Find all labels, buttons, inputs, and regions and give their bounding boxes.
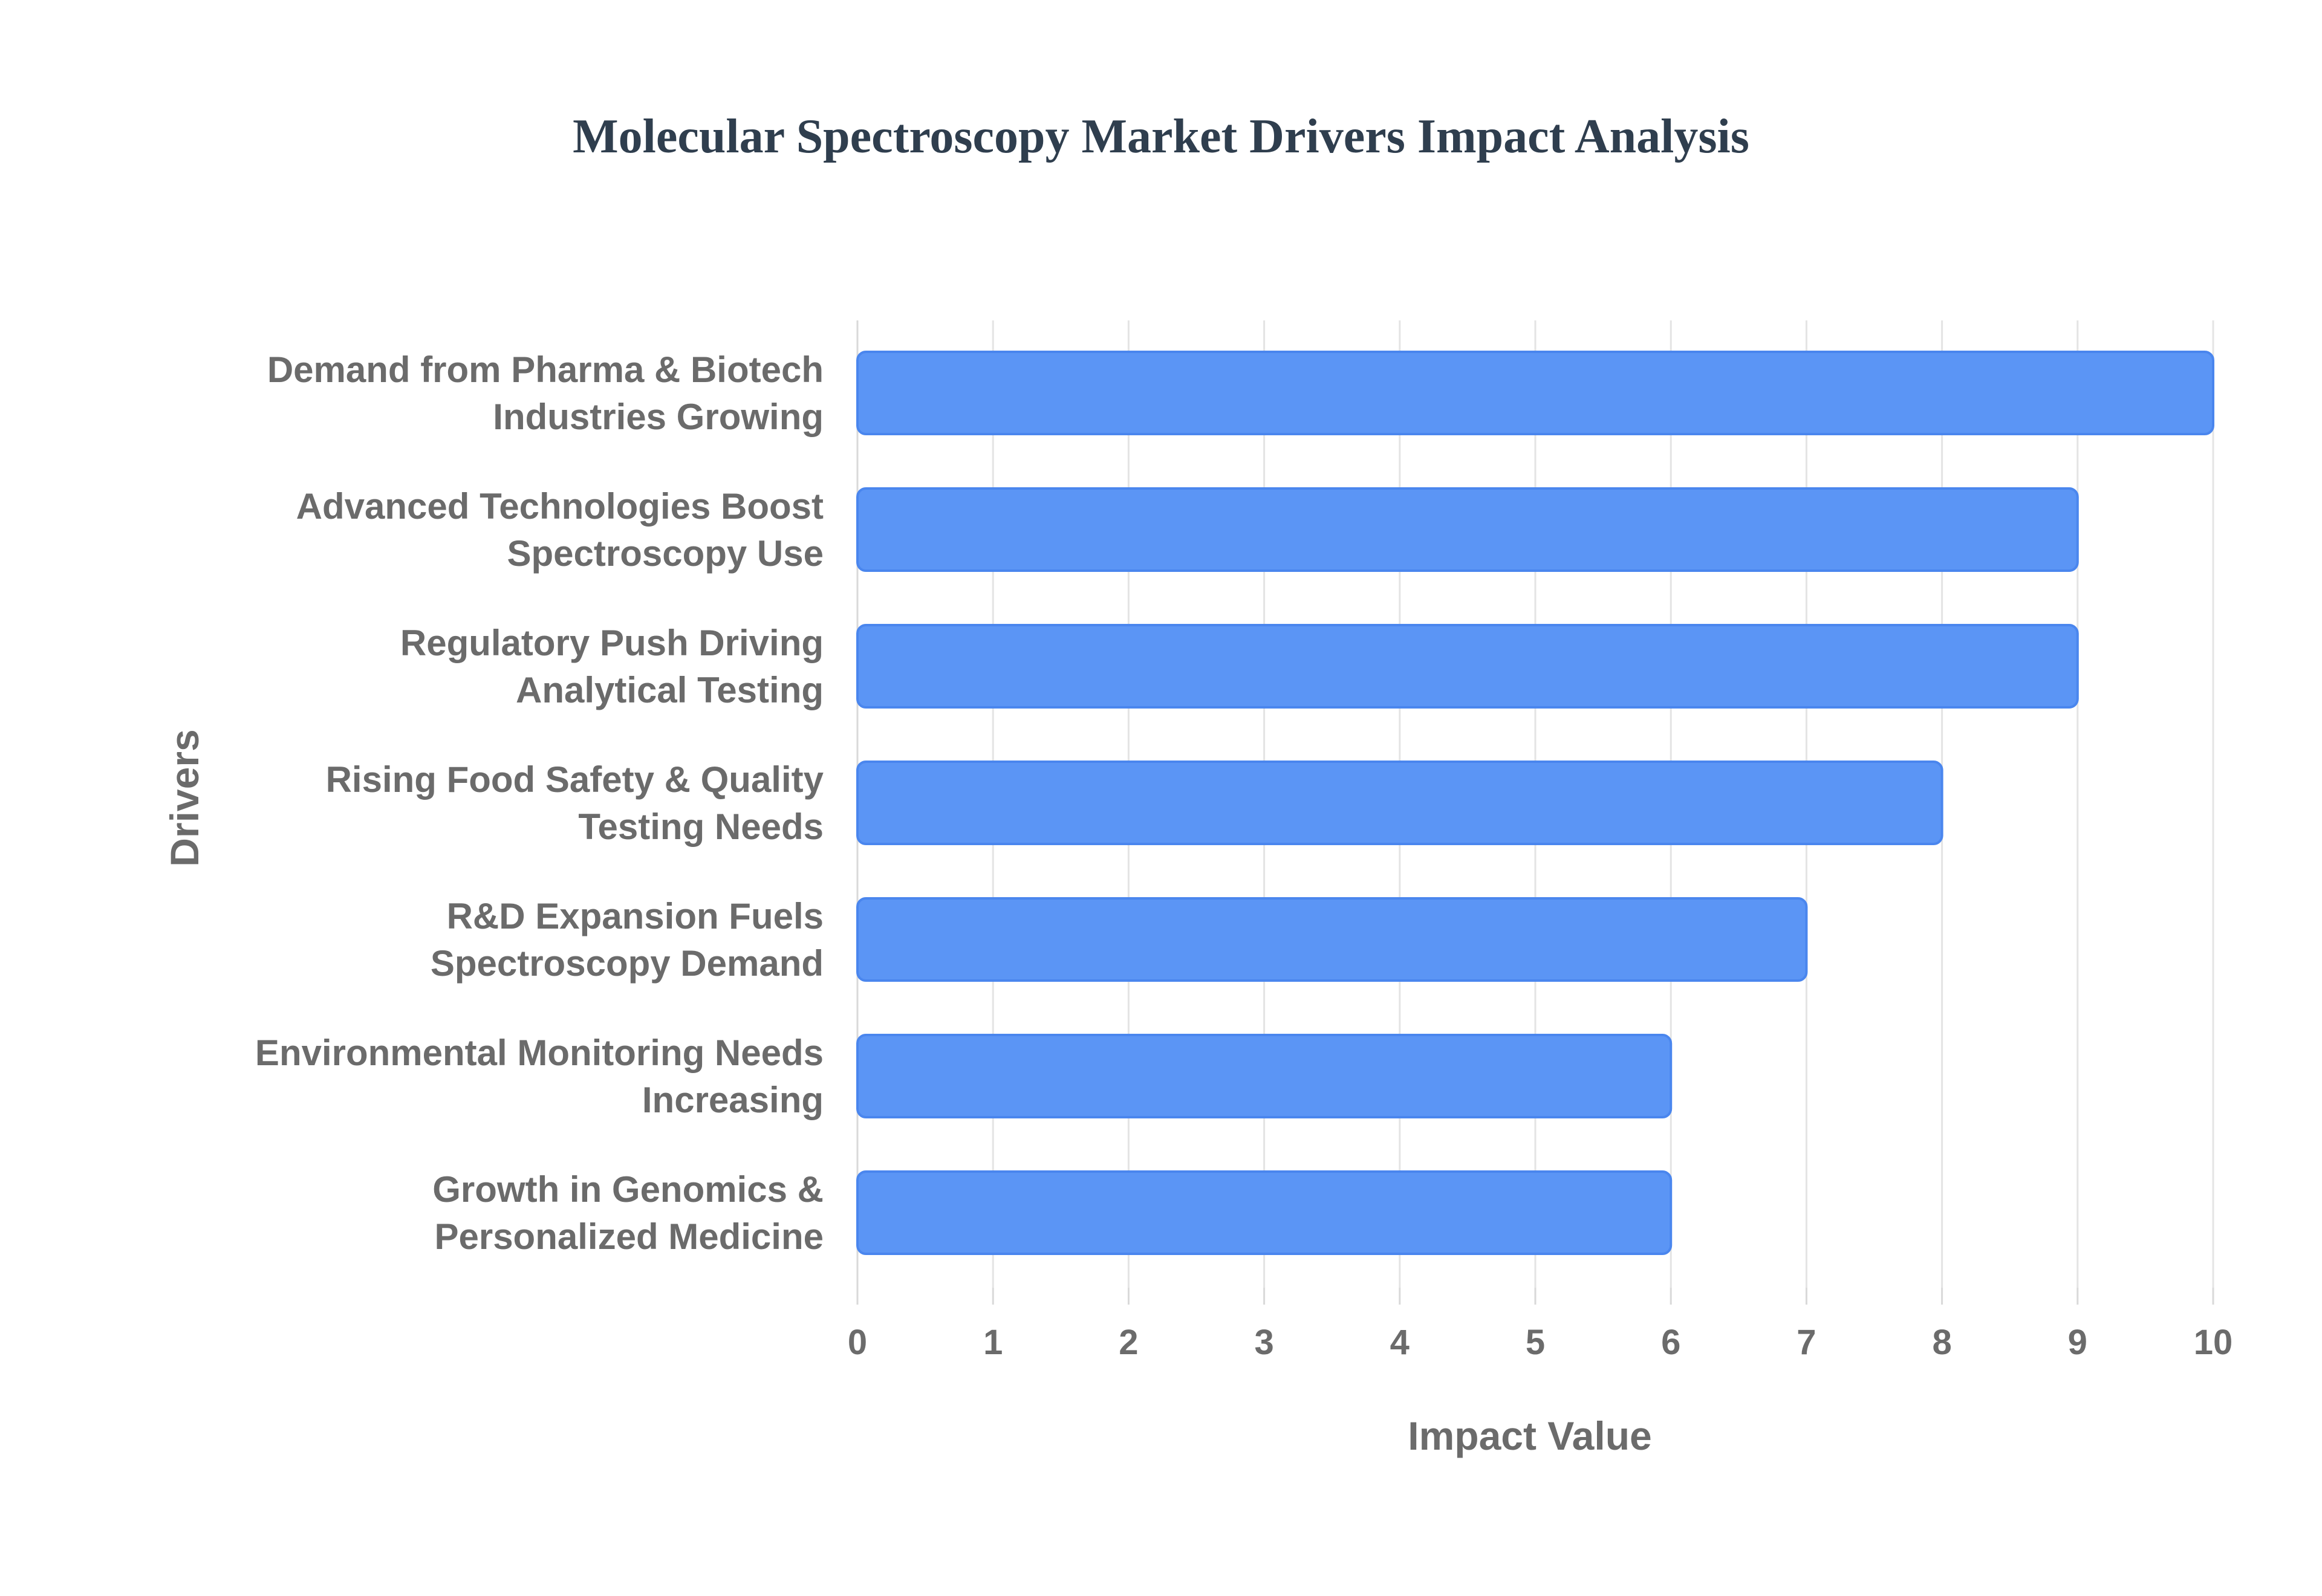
x-tick-label: 8 <box>1932 1323 1951 1362</box>
chart-title: Molecular Spectroscopy Market Drivers Im… <box>573 110 1749 163</box>
bar <box>856 351 2214 435</box>
x-tick-label: 3 <box>1254 1323 1273 1362</box>
bar <box>856 761 1943 845</box>
y-tick-label: Demand from Pharma & Biotech Industries G… <box>267 349 824 437</box>
x-axis: 0 1 2 3 4 5 6 7 8 9 10 <box>848 1288 2233 1362</box>
x-tick-label: 1 <box>983 1323 1003 1362</box>
x-axis-title: Impact Value <box>1408 1413 1652 1458</box>
y-tick-label: Advanced Technologies Boost Spectroscopy … <box>296 486 824 574</box>
bar <box>856 1034 1673 1118</box>
x-tick-label: 10 <box>2194 1323 2233 1362</box>
bars <box>856 351 2214 1255</box>
y-tick-label: Regulatory Push Driving Analytical Testin… <box>400 623 824 710</box>
y-tick-label: Rising Food Safety & Quality Testing Need… <box>326 759 824 847</box>
bar <box>856 487 2079 572</box>
y-axis: Demand from Pharma & Biotech Industries G… <box>255 349 824 1257</box>
y-tick-label: Environmental Monitoring Needs Increasing <box>255 1033 824 1120</box>
x-tick-label: 0 <box>848 1323 867 1362</box>
x-tick-label: 9 <box>2068 1323 2087 1362</box>
x-tick-label: 5 <box>1526 1323 1545 1362</box>
x-tick-label: 4 <box>1390 1323 1410 1362</box>
bar <box>856 1170 1673 1255</box>
x-tick-label: 7 <box>1797 1323 1816 1362</box>
x-tick-label: 6 <box>1661 1323 1680 1362</box>
bar <box>856 897 1808 982</box>
x-tick-label: 2 <box>1119 1323 1138 1362</box>
y-axis-title: Drivers <box>162 729 207 867</box>
y-tick-label: Growth in Genomics & Personalized Medicin… <box>432 1169 824 1257</box>
y-tick-label: R&D Expansion Fuels Spectroscopy Demand <box>431 896 824 984</box>
bar <box>856 624 2079 709</box>
